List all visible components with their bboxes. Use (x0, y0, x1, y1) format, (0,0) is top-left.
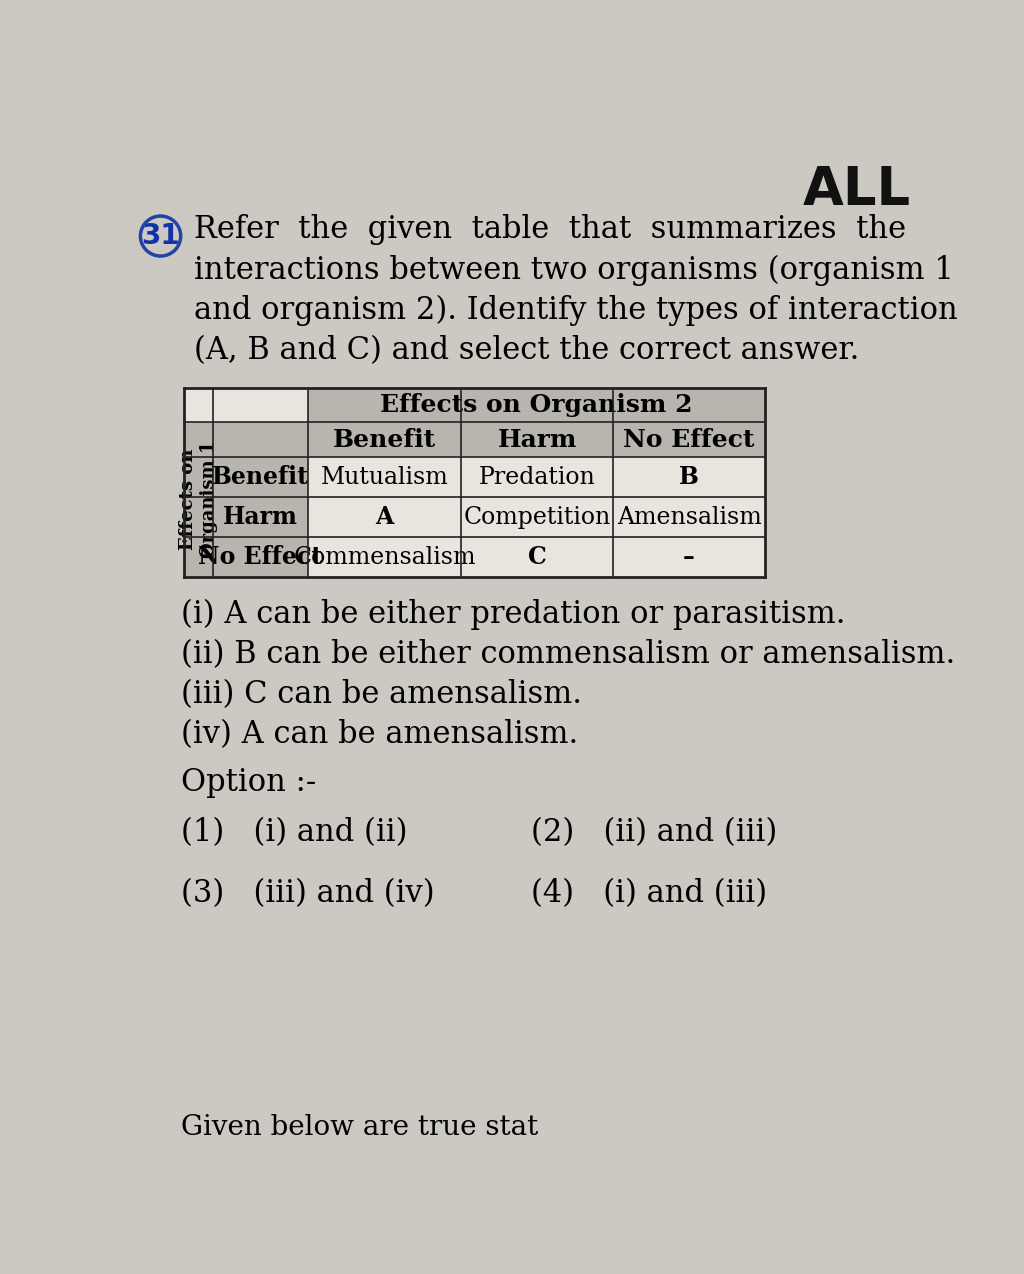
Text: Refer  the  given  table  that  summarizes  the: Refer the given table that summarizes th… (194, 214, 906, 246)
Text: A: A (376, 505, 393, 529)
Text: No Effect: No Effect (199, 545, 323, 569)
Text: (4)   (i) and (iii): (4) (i) and (iii) (531, 878, 767, 910)
Text: (3)   (iii) and (iv): (3) (iii) and (iv) (180, 878, 434, 910)
Text: (2)   (ii) and (iii): (2) (ii) and (iii) (531, 817, 777, 847)
Text: Benefit: Benefit (333, 428, 436, 452)
Bar (308, 387, 765, 423)
Text: No Effect: No Effect (624, 428, 755, 452)
Text: (ii) B can be either commensalism or amensalism.: (ii) B can be either commensalism or ame… (180, 638, 955, 670)
Text: (i) A can be either predation or parasitism.: (i) A can be either predation or parasit… (180, 599, 845, 629)
Text: Option :-: Option :- (180, 767, 316, 798)
Bar (183, 387, 308, 423)
Text: 31: 31 (141, 222, 180, 250)
Text: Competition: Competition (464, 506, 611, 529)
Text: interactions between two organisms (organism 1: interactions between two organisms (orga… (194, 255, 953, 285)
Bar (183, 423, 213, 577)
Text: (iii) C can be amensalism.: (iii) C can be amensalism. (180, 679, 582, 710)
Text: Effects on Organism 2: Effects on Organism 2 (380, 394, 692, 417)
Text: and organism 2). Identify the types of interaction: and organism 2). Identify the types of i… (194, 294, 957, 326)
Text: Mutualism: Mutualism (321, 465, 449, 488)
Text: B: B (679, 465, 699, 489)
Bar (213, 423, 765, 457)
Text: Benefit: Benefit (212, 465, 309, 489)
Bar (213, 423, 308, 457)
Text: (A, B and C) and select the correct answer.: (A, B and C) and select the correct answ… (194, 335, 859, 366)
Text: Harm: Harm (498, 428, 577, 452)
Bar (183, 387, 765, 577)
Text: Amensalism: Amensalism (616, 506, 762, 529)
Text: ALL: ALL (803, 163, 910, 215)
Text: Harm: Harm (223, 505, 298, 529)
Text: Predation: Predation (479, 465, 596, 488)
Text: –: – (683, 545, 695, 569)
Bar (213, 497, 308, 538)
Text: C: C (527, 545, 547, 569)
Text: Commensalism: Commensalism (293, 545, 476, 568)
Bar (213, 457, 308, 497)
Text: Effects on
Organism 1: Effects on Organism 1 (179, 441, 218, 558)
Text: (iv) A can be amensalism.: (iv) A can be amensalism. (180, 719, 578, 750)
Text: (1)   (i) and (ii): (1) (i) and (ii) (180, 817, 408, 847)
Bar (213, 538, 308, 577)
Text: Given below are true stat: Given below are true stat (180, 1113, 538, 1140)
